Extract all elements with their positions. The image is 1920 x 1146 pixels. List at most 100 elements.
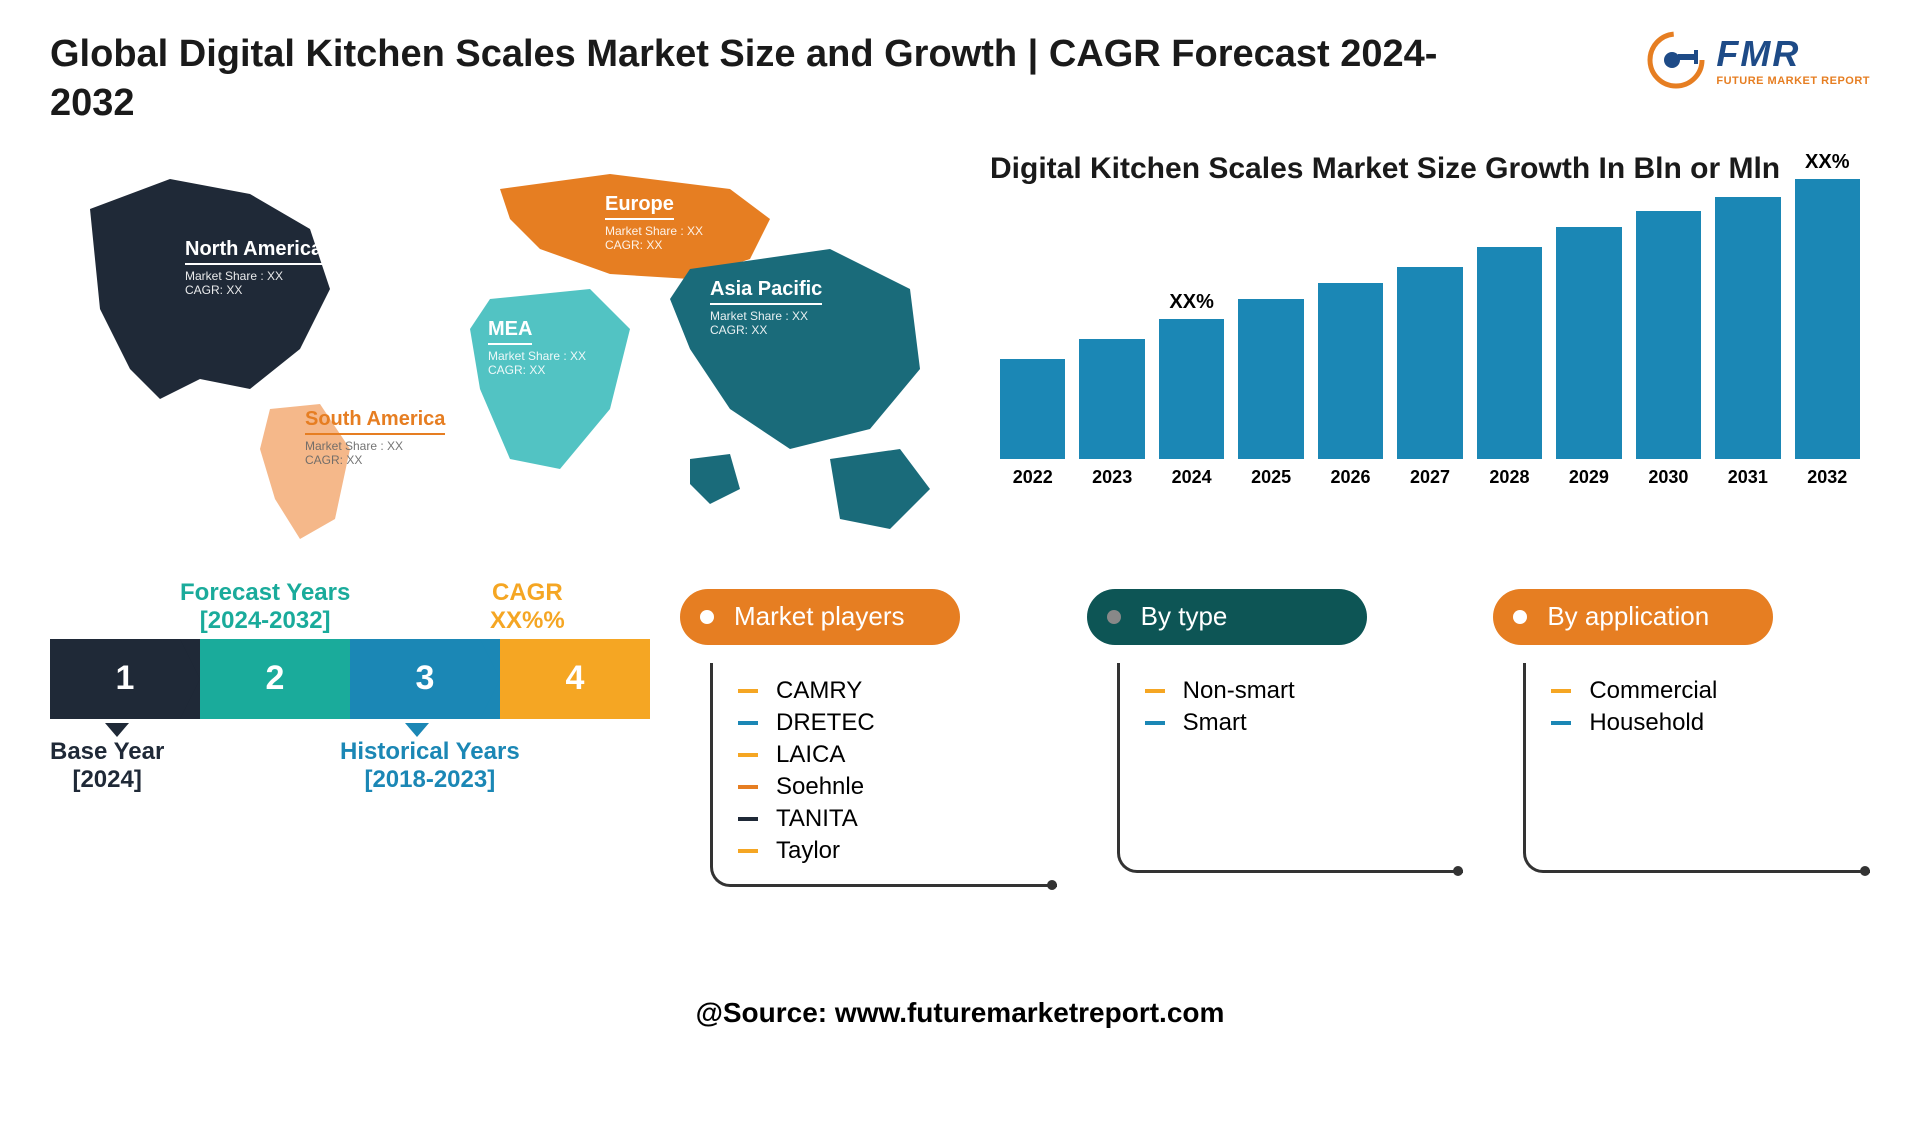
list-item: Household [1551, 709, 1870, 737]
list-item-label: Soehnle [776, 773, 864, 801]
bar-wrap: XX% 2024 [1159, 319, 1224, 488]
pill-players: Market players [680, 589, 960, 645]
region-mea-name: MEA [488, 318, 532, 345]
tick-icon [1145, 689, 1165, 693]
list-players: CAMRYDRETECLAICASoehnleTANITATaylor [710, 663, 1057, 887]
bar-wrap: XX%2032 [1795, 179, 1860, 488]
timeline-seg-1: 1 [50, 639, 200, 719]
bar-chart: Digital Kitchen Scales Market Size Growt… [990, 149, 1870, 549]
bar-annotation: XX% [1805, 151, 1849, 174]
base-range: [2024] [72, 766, 141, 793]
hist-range: [2018-2023] [364, 766, 495, 793]
region-na-name: North America [185, 238, 322, 265]
arrow-base-icon [105, 723, 129, 737]
bar-label: 2029 [1569, 467, 1609, 488]
region-sa: South America Market Share : XX CAGR: XX [305, 404, 445, 471]
source-line: @Source: www.futuremarketreport.com [50, 997, 1870, 1029]
region-eu: Europe Market Share : XX CAGR: XX [605, 189, 703, 256]
bar [1000, 359, 1065, 459]
bar-label: 2028 [1489, 467, 1529, 488]
bar [1318, 283, 1383, 459]
list-item: Commercial [1551, 677, 1870, 705]
pill-type: By type [1087, 589, 1367, 645]
bar-wrap: 2022 [1000, 359, 1065, 488]
bar [1556, 227, 1621, 459]
logo-fmr: FMR [1716, 33, 1870, 75]
tick-icon [738, 817, 758, 821]
region-na-cagr: CAGR: XX [185, 283, 322, 297]
region-eu-share: Market Share : XX [605, 224, 703, 238]
bar-wrap: 2027 [1397, 267, 1462, 488]
hist-years-label: Historical Years [2018-2023] [340, 738, 520, 794]
hist-label: Historical Years [340, 738, 520, 765]
tick-icon [738, 849, 758, 853]
top-section: North America Market Share : XX CAGR: XX… [50, 149, 1870, 549]
bar [1715, 197, 1780, 459]
region-na: North America Market Share : XX CAGR: XX [185, 234, 322, 301]
bottom-section: Forecast Years [2024-2032] CAGR XX%% 1 2… [50, 589, 1870, 887]
bars-container: 20222023XX%20242025202620272028202920302… [990, 208, 1870, 488]
panel-application: By application CommercialHousehold [1493, 589, 1870, 873]
region-ap-cagr: CAGR: XX [710, 323, 822, 337]
pill-dot-icon [1513, 610, 1527, 624]
list-item: Taylor [738, 837, 1057, 865]
base-year-label: Base Year [2024] [50, 738, 164, 794]
forecast-range: [2024-2032] [200, 607, 331, 634]
timeline-seg-3: 3 [350, 639, 500, 719]
pill-dot-icon [700, 610, 714, 624]
panel-type: By type Non-smart Smart [1087, 589, 1464, 873]
region-ap-name: Asia Pacific [710, 278, 822, 305]
bar-annotation: XX% [1169, 291, 1213, 314]
base-label: Base Year [50, 738, 164, 765]
bar [1636, 211, 1701, 459]
region-ap: Asia Pacific Market Share : XX CAGR: XX [710, 274, 822, 341]
forecast-years-label: Forecast Years [2024-2032] [180, 579, 350, 635]
bar: XX% [1159, 319, 1224, 459]
bar-wrap: 2029 [1556, 227, 1621, 488]
list-item: Smart [1145, 709, 1464, 737]
tick-icon [738, 721, 758, 725]
logo: FMR FUTURE MARKET REPORT [1646, 30, 1870, 90]
region-sa-name: South America [305, 408, 445, 435]
arrow-hist-icon [405, 723, 429, 737]
region-mea-cagr: CAGR: XX [488, 363, 586, 377]
forecast-label: Forecast Years [180, 579, 350, 606]
list-item-label: Smart [1183, 709, 1247, 737]
region-eu-cagr: CAGR: XX [605, 238, 703, 252]
pill-dot-icon [1107, 610, 1121, 624]
pill-type-title: By type [1141, 601, 1228, 632]
bar [1079, 339, 1144, 459]
cagr-value: XX%% [490, 607, 565, 634]
list-item: Soehnle [738, 773, 1057, 801]
list-item: TANITA [738, 805, 1057, 833]
list-item: LAICA [738, 741, 1057, 769]
bar-label: 2030 [1648, 467, 1688, 488]
tick-icon [1145, 721, 1165, 725]
region-ap-share: Market Share : XX [710, 309, 822, 323]
bar-wrap: 2030 [1636, 211, 1701, 488]
header-row: Global Digital Kitchen Scales Market Siz… [50, 30, 1870, 129]
list-item-label: LAICA [776, 741, 845, 769]
timeline-seg-2: 2 [200, 639, 350, 719]
region-mea: MEA Market Share : XX CAGR: XX [488, 314, 586, 381]
world-map: North America Market Share : XX CAGR: XX… [50, 149, 950, 549]
bar-label: 2024 [1172, 467, 1212, 488]
list-item-label: TANITA [776, 805, 858, 833]
bar-label: 2023 [1092, 467, 1132, 488]
list-type: Non-smart Smart [1117, 663, 1464, 873]
tick-icon [1551, 721, 1571, 725]
tick-icon [1551, 689, 1571, 693]
page-title: Global Digital Kitchen Scales Market Siz… [50, 30, 1450, 129]
region-mea-share: Market Share : XX [488, 349, 586, 363]
bar-label: 2025 [1251, 467, 1291, 488]
bar-label: 2022 [1013, 467, 1053, 488]
logo-sub: FUTURE MARKET REPORT [1716, 75, 1870, 87]
bar-wrap: 2025 [1238, 299, 1303, 488]
list-item-label: Non-smart [1183, 677, 1295, 705]
bar [1397, 267, 1462, 459]
logo-icon [1646, 30, 1706, 90]
cagr-label: CAGR XX%% [490, 579, 565, 635]
list-item-label: Taylor [776, 837, 840, 865]
list-item: DRETEC [738, 709, 1057, 737]
chart-title: Digital Kitchen Scales Market Size Growt… [990, 149, 1870, 188]
